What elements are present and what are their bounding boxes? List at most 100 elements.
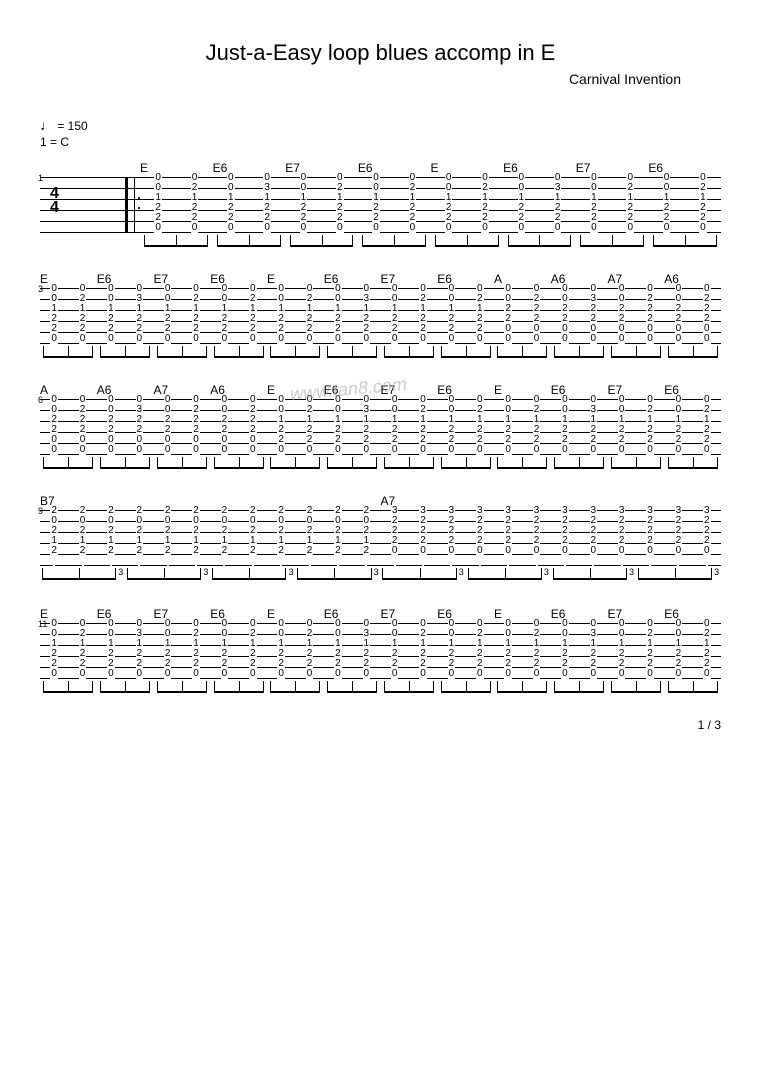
fret-column: 002200 — [154, 395, 182, 455]
fret-number: 2 — [277, 546, 285, 556]
fret-number: 0 — [363, 334, 371, 344]
fret-number — [167, 556, 169, 566]
fret-number: 0 — [561, 334, 569, 344]
fret-column: 001220 — [267, 619, 295, 679]
repeat-bar: · · — [125, 177, 135, 233]
tab-block: 0012200212200012200312200012200212200012… — [40, 623, 721, 679]
fret-number — [621, 556, 623, 566]
tempo-marking: ♩ = 150 — [40, 117, 721, 133]
beam-group — [324, 346, 381, 358]
fret-column: 021220 — [394, 173, 430, 233]
fret-column: 001220 — [664, 395, 692, 455]
song-title: Just-a-Easy loop blues accomp in E — [40, 40, 721, 66]
fret-number: 0 — [533, 334, 541, 344]
fret-number: 0 — [554, 223, 562, 233]
fret-column: 002200 — [608, 284, 636, 344]
fret-number: 0 — [626, 223, 634, 233]
fret-column: 021220 — [612, 173, 648, 233]
fret-number: 0 — [249, 669, 257, 679]
fret-number — [53, 556, 55, 566]
fret-number: 0 — [336, 223, 344, 233]
fret-column: 20212 — [68, 506, 96, 566]
fret-number: 0 — [590, 334, 598, 344]
triplet-marker: 3 — [374, 567, 379, 580]
fret-column: 32220 — [381, 506, 409, 566]
triplet-marker: 3 — [629, 567, 634, 580]
beam-group — [97, 681, 154, 693]
fret-column: 021220 — [68, 284, 96, 344]
fret-column: 021220 — [176, 173, 212, 233]
fret-number: 0 — [249, 445, 257, 455]
fret-column: 001220 — [140, 173, 176, 233]
fret-column: 001220 — [358, 173, 394, 233]
fret-column: 021220 — [409, 395, 437, 455]
author: Carnival Invention — [40, 71, 681, 87]
fret-number: 0 — [646, 445, 654, 455]
fret-column: 021220 — [409, 284, 437, 344]
fret-number: 0 — [504, 546, 512, 556]
fret-column: 021220 — [68, 619, 96, 679]
fret-column: 031220 — [352, 619, 380, 679]
fret-number: 2 — [306, 546, 314, 556]
time-signature: 44 — [50, 187, 59, 215]
fret-number: 0 — [675, 546, 683, 556]
fret-number: 0 — [419, 445, 427, 455]
fret-column: 001220 — [648, 173, 684, 233]
fret-number: 0 — [481, 223, 489, 233]
fret-number: 0 — [646, 334, 654, 344]
beam-group — [648, 235, 721, 247]
fret-column: 32220 — [693, 506, 721, 566]
fret-columns: 0012200212200012200312200012200212200012… — [140, 173, 721, 233]
fret-number: 0 — [277, 445, 285, 455]
fret-number: 0 — [277, 669, 285, 679]
fret-number: 0 — [107, 669, 115, 679]
fret-number: 0 — [561, 546, 569, 556]
fret-number — [337, 556, 339, 566]
beam-group — [140, 235, 213, 247]
fret-number: 0 — [590, 669, 598, 679]
fret-number: 0 — [646, 669, 654, 679]
fret-column: 20212 — [295, 506, 323, 566]
fret-number: 0 — [504, 445, 512, 455]
staff-system: 6AA6A7A6EE6E7E6EE6E7E6002200022200002200… — [40, 383, 721, 469]
fret-column: 021220 — [295, 395, 323, 455]
fret-number: 2 — [79, 546, 87, 556]
fret-column: 32220 — [636, 506, 664, 566]
fret-column: 20212 — [239, 506, 267, 566]
fret-number: 0 — [504, 334, 512, 344]
fret-column: 32220 — [409, 506, 437, 566]
fret-number: 0 — [533, 445, 541, 455]
fret-number: 0 — [518, 223, 526, 233]
beam-row: 33333333 — [40, 568, 721, 580]
fret-number: 0 — [618, 669, 626, 679]
fret-number: 0 — [590, 445, 598, 455]
fret-column: 021220 — [636, 619, 664, 679]
fret-number: 2 — [334, 546, 342, 556]
fret-column: 001220 — [267, 395, 295, 455]
beam-group — [381, 346, 438, 358]
fret-number: 0 — [154, 223, 162, 233]
fret-column: 001220 — [154, 284, 182, 344]
fret-number — [394, 556, 396, 566]
beam-group — [154, 346, 211, 358]
fret-number: 0 — [79, 669, 87, 679]
fret-number: 0 — [533, 669, 541, 679]
beam-group — [324, 681, 381, 693]
fret-number: 0 — [300, 223, 308, 233]
fret-number: 0 — [50, 445, 58, 455]
fret-number: 0 — [221, 669, 229, 679]
beam-group — [210, 346, 267, 358]
fret-column: 002200 — [210, 395, 238, 455]
beam-group: 3 — [381, 568, 466, 580]
beam-group — [576, 235, 649, 247]
staff-system: 1EE6E7E6EE6E7E644· ·00122002122000122003… — [40, 161, 721, 247]
fret-column: 021220 — [295, 619, 323, 679]
fret-column: 021220 — [295, 284, 323, 344]
fret-number: 0 — [419, 546, 427, 556]
fret-column: 001220 — [664, 619, 692, 679]
fret-number: 0 — [561, 445, 569, 455]
triplet-marker: 3 — [203, 567, 208, 580]
fret-number: 0 — [391, 669, 399, 679]
fret-number: 2 — [363, 546, 371, 556]
beam-group — [664, 346, 721, 358]
